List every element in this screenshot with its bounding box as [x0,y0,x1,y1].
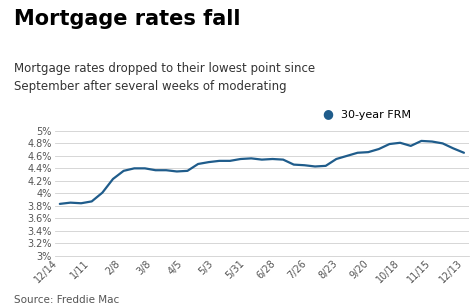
Text: ●: ● [322,107,333,120]
Text: Mortgage rates fall: Mortgage rates fall [14,9,241,29]
Text: Mortgage rates dropped to their lowest point since
September after several weeks: Mortgage rates dropped to their lowest p… [14,62,315,93]
Text: 30-year FRM: 30-year FRM [341,111,411,120]
Text: Source: Freddie Mac: Source: Freddie Mac [14,295,119,305]
